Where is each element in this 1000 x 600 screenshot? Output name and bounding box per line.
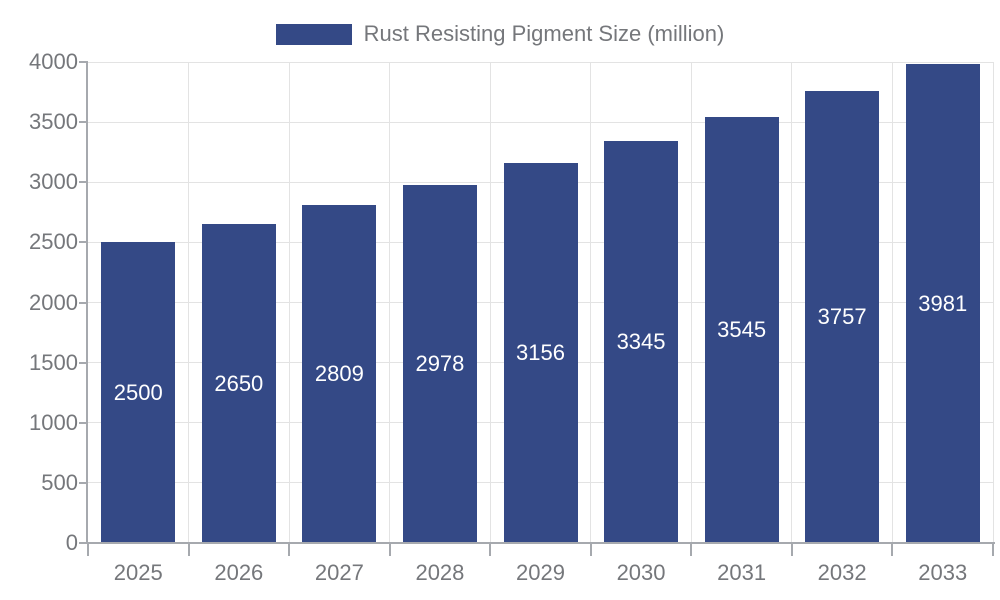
legend[interactable]: Rust Resisting Pigment Size (million)	[0, 21, 1000, 47]
gridline-vertical	[288, 62, 290, 543]
x-tick-label: 2027	[314, 560, 364, 585]
bar	[704, 116, 779, 543]
x-tick-label: 2026	[214, 560, 264, 585]
x-tick-mark	[489, 543, 492, 556]
y-tick-label: 500	[41, 469, 78, 495]
y-tick-label: 2000	[29, 289, 78, 315]
gridline-vertical	[489, 62, 491, 543]
y-tick-mark	[79, 481, 88, 484]
x-tick-label: 2030	[616, 560, 666, 585]
y-tick-label: 3500	[29, 109, 78, 135]
x-tick-mark	[891, 543, 894, 556]
bar-value-label: 3545	[717, 316, 767, 342]
y-tick-label: 3000	[29, 169, 78, 195]
bar-value-label: 2650	[214, 370, 264, 396]
x-tick-mark	[790, 543, 793, 556]
y-tick-mark	[79, 121, 88, 124]
x-tick-label: 2032	[817, 560, 867, 585]
y-tick-label: 2500	[29, 229, 78, 255]
y-tick-mark	[79, 181, 88, 184]
x-tick-mark	[87, 543, 89, 556]
gridline-vertical	[590, 62, 592, 543]
bar-value-label: 2809	[314, 361, 364, 387]
x-tick-label: 2029	[516, 560, 565, 585]
bar	[604, 140, 679, 543]
gridline-vertical	[389, 62, 391, 543]
bar-value-label: 2500	[113, 379, 163, 405]
y-tick-label: 1000	[29, 409, 78, 435]
legend-swatch[interactable]	[275, 23, 352, 45]
gridline-horizontal	[88, 61, 993, 63]
x-tick-label: 2028	[415, 560, 465, 585]
gridline-vertical	[891, 62, 893, 543]
x-tick-mark	[187, 543, 190, 556]
y-tick-mark	[79, 421, 88, 424]
bar-value-label: 3345	[616, 328, 666, 354]
bar-value-label: 3981	[918, 290, 968, 316]
bar	[302, 205, 377, 543]
y-tick-label: 1500	[29, 349, 78, 375]
gridline-vertical	[791, 62, 793, 543]
gridline-horizontal	[88, 121, 993, 123]
y-tick-label: 0	[65, 530, 78, 555]
plot-area: 2500 2650 2809 2978 3156 3345 3545 3757 3981	[88, 61, 994, 543]
x-tick-mark	[589, 543, 592, 556]
x-tick-mark	[288, 543, 291, 556]
bar	[905, 64, 980, 543]
x-tick-mark	[690, 543, 693, 556]
y-tick-mark	[79, 301, 88, 304]
bar	[101, 242, 176, 543]
bar	[201, 224, 276, 543]
bar	[805, 91, 880, 543]
x-tick-mark	[388, 543, 391, 556]
y-tick-mark	[79, 542, 88, 544]
bar	[402, 184, 477, 543]
bar	[503, 163, 578, 543]
bar-value-label: 2978	[415, 350, 465, 376]
x-tick-mark	[992, 543, 994, 556]
y-tick-mark	[79, 61, 88, 63]
gridline-vertical	[992, 62, 994, 543]
x-tick-label: 2025	[113, 560, 163, 585]
legend-label: Rust Resisting Pigment Size (million)	[363, 21, 725, 46]
bar-value-label: 3757	[817, 304, 867, 330]
y-tick-mark	[79, 361, 88, 364]
gridline-vertical	[188, 62, 190, 543]
x-axis-line	[88, 542, 995, 544]
x-tick-label: 2031	[717, 560, 767, 585]
y-tick-mark	[79, 241, 88, 244]
x-tick-label: 2033	[918, 560, 968, 585]
bar-value-label: 3156	[516, 340, 565, 366]
y-tick-label: 4000	[29, 49, 78, 74]
gridline-vertical	[690, 62, 692, 543]
